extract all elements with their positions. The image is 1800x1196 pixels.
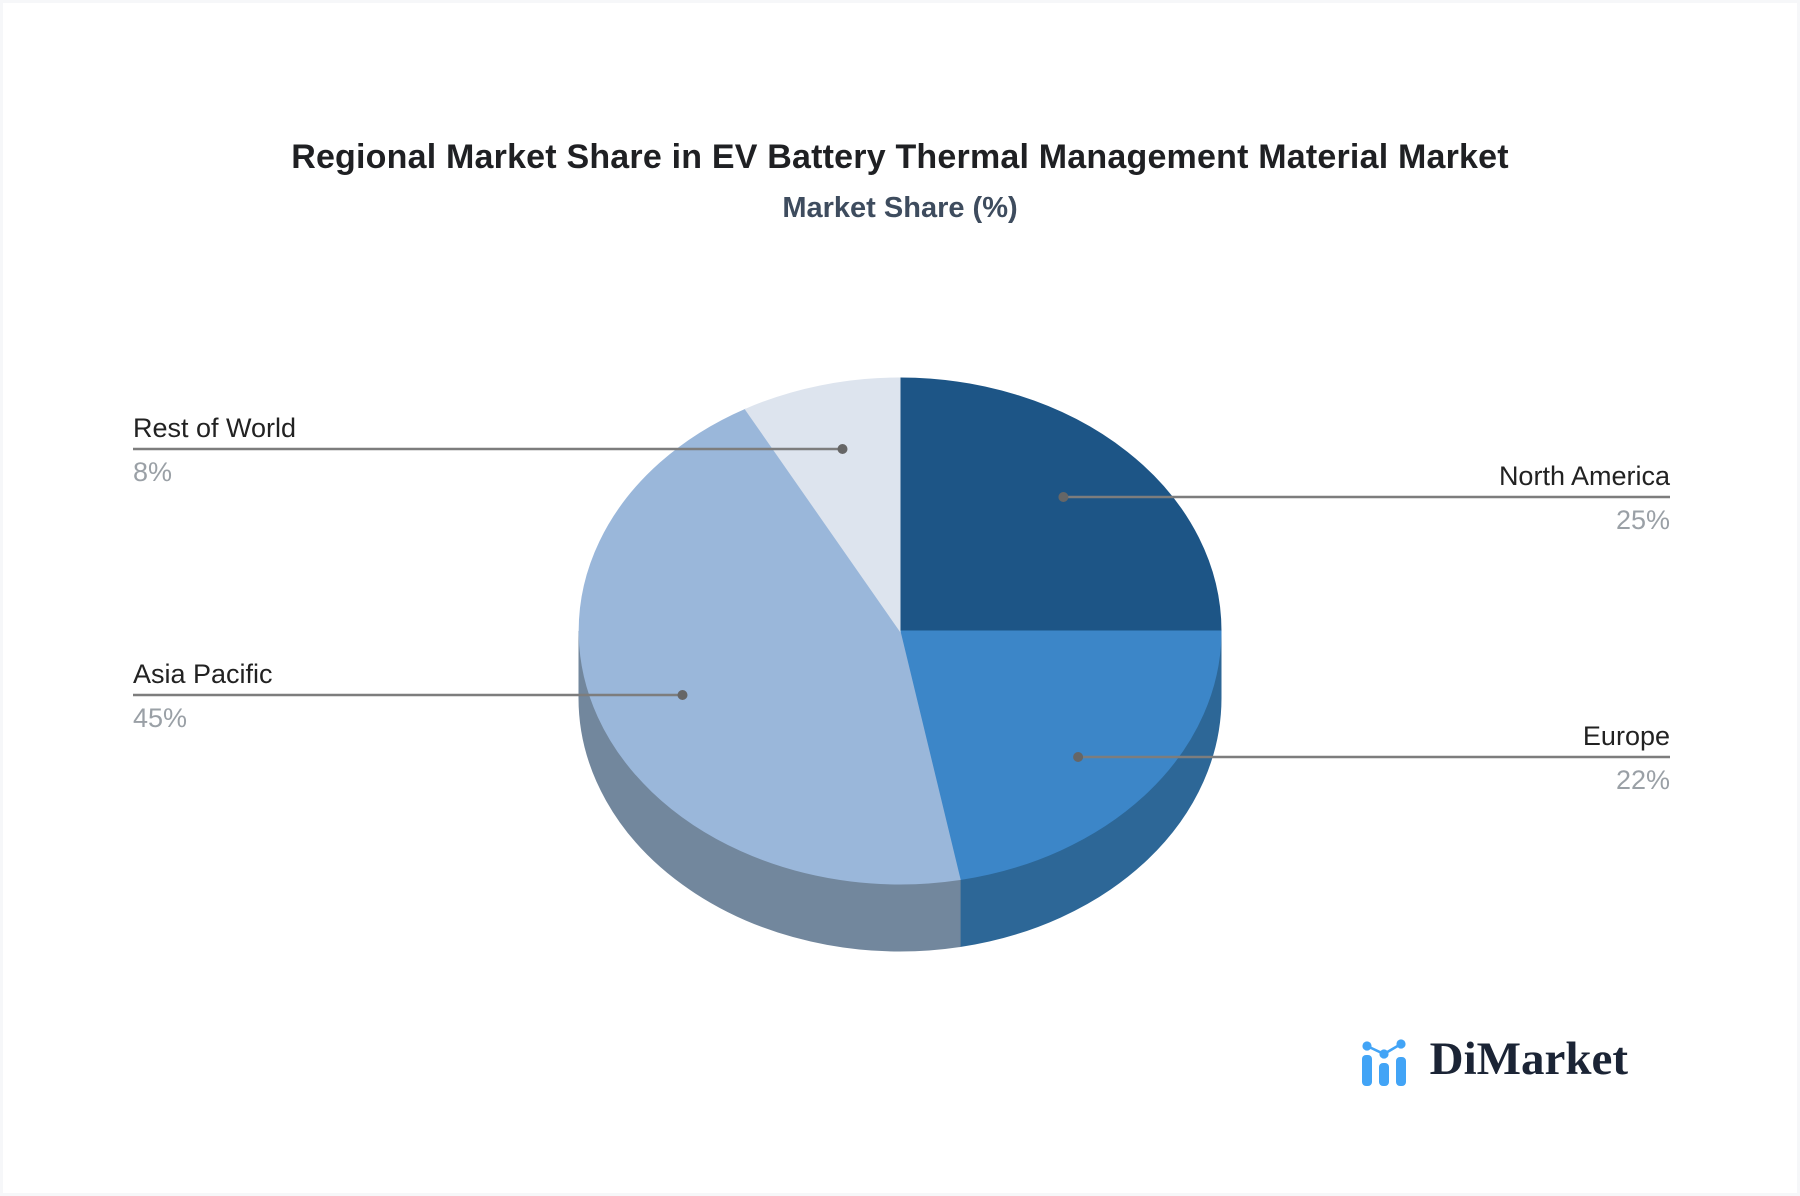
slice-percent-text: 45% — [133, 703, 188, 733]
leader-dot-asia-pacific — [677, 690, 688, 700]
slice-percent-text: 22% — [1615, 765, 1670, 795]
slice-percent-text: 8% — [133, 457, 173, 487]
pie-label-asia-pacific: Asia Pacific 45% — [133, 659, 693, 733]
pie-label-rest-of-world: Rest of World 8% — [133, 413, 693, 487]
logo-text: DiMarket — [1429, 1033, 1628, 1085]
mini-bar-line-chart-icon — [1361, 1038, 1406, 1086]
leader-dot-europe — [1073, 752, 1084, 762]
pie-slice-asia-pacific[interactable] — [578, 408, 961, 885]
leader-dot-north-america — [1058, 492, 1069, 502]
chart-title: Regional Market Share in EV Battery Ther… — [291, 138, 1509, 176]
pie-slice-europe[interactable] — [899, 630, 1222, 881]
pie-label-north-america: North America 25% — [1110, 461, 1670, 535]
slice-label-text: Europe — [1582, 721, 1670, 751]
pie-label-europe: Europe 22% — [1110, 721, 1670, 795]
slice-label-text: North America — [1498, 461, 1670, 491]
slice-percent-text: 25% — [1615, 505, 1670, 535]
leader-dot-rest-of-world — [837, 444, 848, 454]
dimarket-logo: DiMarket — [1359, 1036, 1628, 1089]
slice-label-text: Asia Pacific — [133, 659, 273, 689]
pie-slice-north-america[interactable] — [899, 377, 1222, 632]
chart-subtitle: Market Share (%) — [782, 192, 1018, 224]
slice-label-text: Rest of World — [133, 413, 297, 443]
pie-slice-rest-of-world[interactable] — [744, 377, 901, 633]
